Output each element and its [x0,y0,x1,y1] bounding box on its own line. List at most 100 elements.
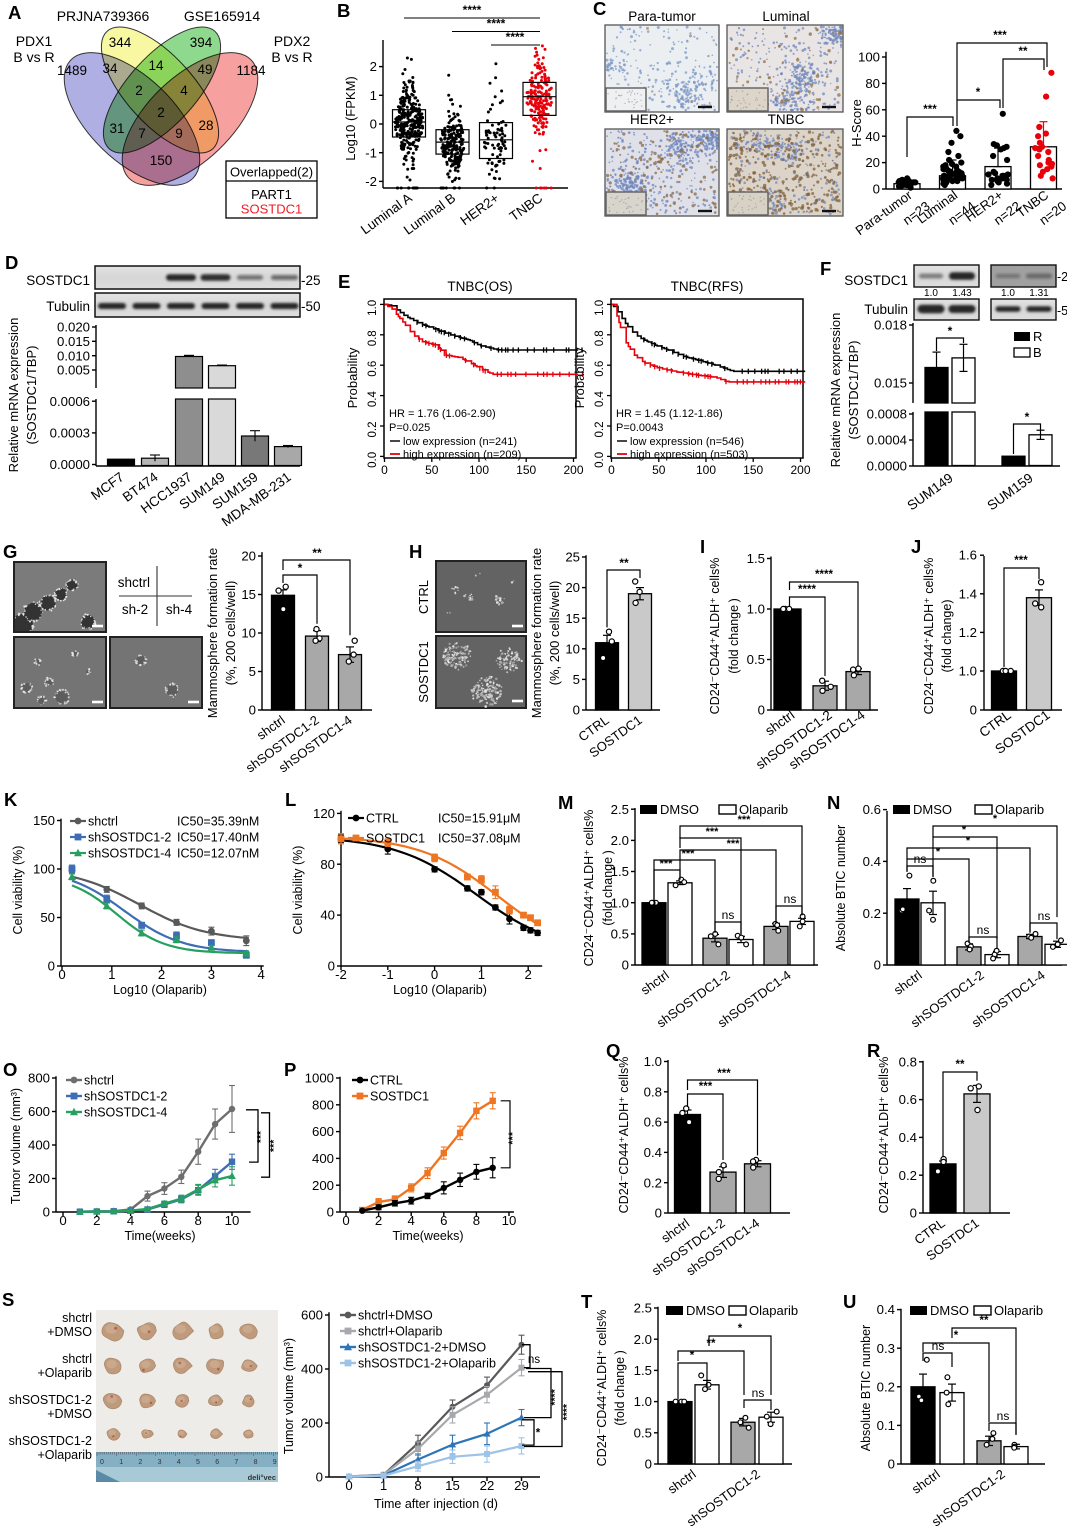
svg-text:0.0: 0.0 [594,452,606,468]
svg-text:150: 150 [150,153,173,168]
svg-text:TNBC(OS): TNBC(OS) [447,279,512,294]
svg-text:0: 0 [970,703,977,718]
svg-text:1.4: 1.4 [959,586,977,601]
svg-text:GSE165914: GSE165914 [184,8,260,24]
svg-text:high expression (n=209): high expression (n=209) [403,449,521,461]
svg-text:1.6: 1.6 [959,548,977,563]
svg-text:E: E [338,271,350,292]
svg-text:0.2: 0.2 [594,422,606,438]
svg-text:-50: -50 [301,299,321,314]
svg-text:A: A [8,2,21,23]
svg-text:0: 0 [758,703,765,718]
svg-text:1489: 1489 [57,63,87,78]
svg-text:-1: -1 [382,967,394,982]
svg-text:***: *** [738,814,752,826]
svg-text:1.0: 1.0 [594,300,606,316]
svg-text:-2: -2 [335,967,347,982]
svg-text:15: 15 [565,611,580,626]
svg-text:-2: -2 [365,174,377,189]
svg-text:50: 50 [40,910,55,925]
svg-text:34: 34 [102,61,118,76]
svg-text:I: I [700,536,705,557]
svg-text:IC50=17.40nM: IC50=17.40nM [177,831,259,845]
svg-text:0.010: 0.010 [57,348,90,363]
svg-text:IC50=35.39nM: IC50=35.39nM [177,815,259,829]
svg-text:Log10 (Olaparib): Log10 (Olaparib) [393,983,487,997]
svg-text:****: **** [506,30,525,44]
svg-text:(%, 200 cells/well): (%, 200 cells/well) [547,581,562,686]
svg-text:200: 200 [790,463,810,477]
svg-text:120: 120 [313,806,335,821]
svg-text:-25: -25 [301,273,321,288]
svg-text:*: * [298,561,303,575]
svg-text:PRJNA739366: PRJNA739366 [57,8,150,24]
svg-text:0.018: 0.018 [874,318,907,333]
svg-text:****: **** [815,569,833,581]
svg-text:1.2: 1.2 [959,625,977,640]
svg-text:0: 0 [381,463,388,477]
svg-text:P=0.0043: P=0.0043 [616,422,663,434]
svg-text:F: F [820,258,831,279]
svg-text:SOSTDC1: SOSTDC1 [26,273,90,288]
svg-text:****: **** [798,584,816,596]
svg-text:Para-tumor: Para-tumor [628,9,696,24]
svg-text:*: * [976,87,981,99]
svg-text:1.31: 1.31 [1029,288,1049,299]
svg-text:ns: ns [722,908,735,922]
svg-text:shctrl: shctrl [88,815,118,829]
svg-text:Olaparib: Olaparib [995,802,1044,817]
svg-text:L: L [285,789,296,810]
svg-text:Mammosphere formation rate: Mammosphere formation rate [205,548,220,719]
svg-text:B: B [337,0,350,21]
svg-text:Log10 (Olaparib): Log10 (Olaparib) [113,983,207,997]
svg-text:ns: ns [784,892,797,906]
svg-text:PDX2: PDX2 [274,33,311,49]
svg-text:D: D [5,252,18,273]
svg-text:2: 2 [135,83,143,98]
svg-text:(fold change ): (fold change ) [601,850,615,925]
svg-text:0: 0 [249,703,256,718]
svg-text:DMSO: DMSO [913,802,952,817]
svg-text:K: K [4,789,18,810]
svg-text:0.015: 0.015 [874,376,907,391]
svg-text:B vs R: B vs R [13,49,54,65]
svg-text:100: 100 [469,463,489,477]
svg-text:1.0: 1.0 [1001,288,1015,299]
svg-text:****: **** [487,17,506,31]
svg-text:-25: -25 [1057,270,1067,284]
svg-text:IC50=37.08μM: IC50=37.08μM [438,832,521,846]
svg-text:(%, 200 cells/well): (%, 200 cells/well) [223,581,238,686]
svg-text:Overlapped(2): Overlapped(2) [230,165,313,180]
svg-text:CD24⁻CD44⁺ALDH⁺ cells%: CD24⁻CD44⁺ALDH⁺ cells% [582,810,596,967]
svg-text:(fold change ): (fold change ) [727,598,741,673]
svg-text:40: 40 [865,129,880,144]
svg-text:*: * [948,324,953,338]
svg-text:0.4: 0.4 [863,854,881,869]
svg-text:TNBC: TNBC [768,112,805,127]
svg-text:0.005: 0.005 [57,363,90,378]
svg-text:2: 2 [157,105,165,120]
svg-text:***: *** [1014,555,1028,567]
svg-text:49: 49 [197,62,212,77]
svg-text:C: C [593,0,606,19]
svg-text:0.0003: 0.0003 [50,426,90,441]
svg-text:7: 7 [138,126,146,141]
svg-text:TNBC(RFS): TNBC(RFS) [671,279,744,294]
svg-text:0.8: 0.8 [367,330,379,346]
svg-text:shSOSTDC1-2: shSOSTDC1-2 [88,831,171,845]
svg-text:M: M [558,792,573,813]
svg-text:IC50=15.91μM: IC50=15.91μM [438,812,521,826]
svg-text:40: 40 [320,908,335,923]
svg-text:*: * [1025,410,1030,424]
svg-text:1.5: 1.5 [611,864,629,879]
svg-text:0.0: 0.0 [367,452,379,468]
svg-text:0.5: 0.5 [611,927,629,942]
svg-text:CD24⁻CD44⁺ALDH⁺ cells%: CD24⁻CD44⁺ALDH⁺ cells% [708,558,722,715]
svg-text:15: 15 [241,587,256,602]
svg-text:***: *** [706,826,720,838]
svg-text:150: 150 [33,813,55,828]
svg-text:100: 100 [858,50,880,65]
svg-text:0.6: 0.6 [367,361,379,377]
svg-text:0: 0 [370,117,377,132]
svg-text:Cell viability (%): Cell viability (%) [11,846,25,935]
